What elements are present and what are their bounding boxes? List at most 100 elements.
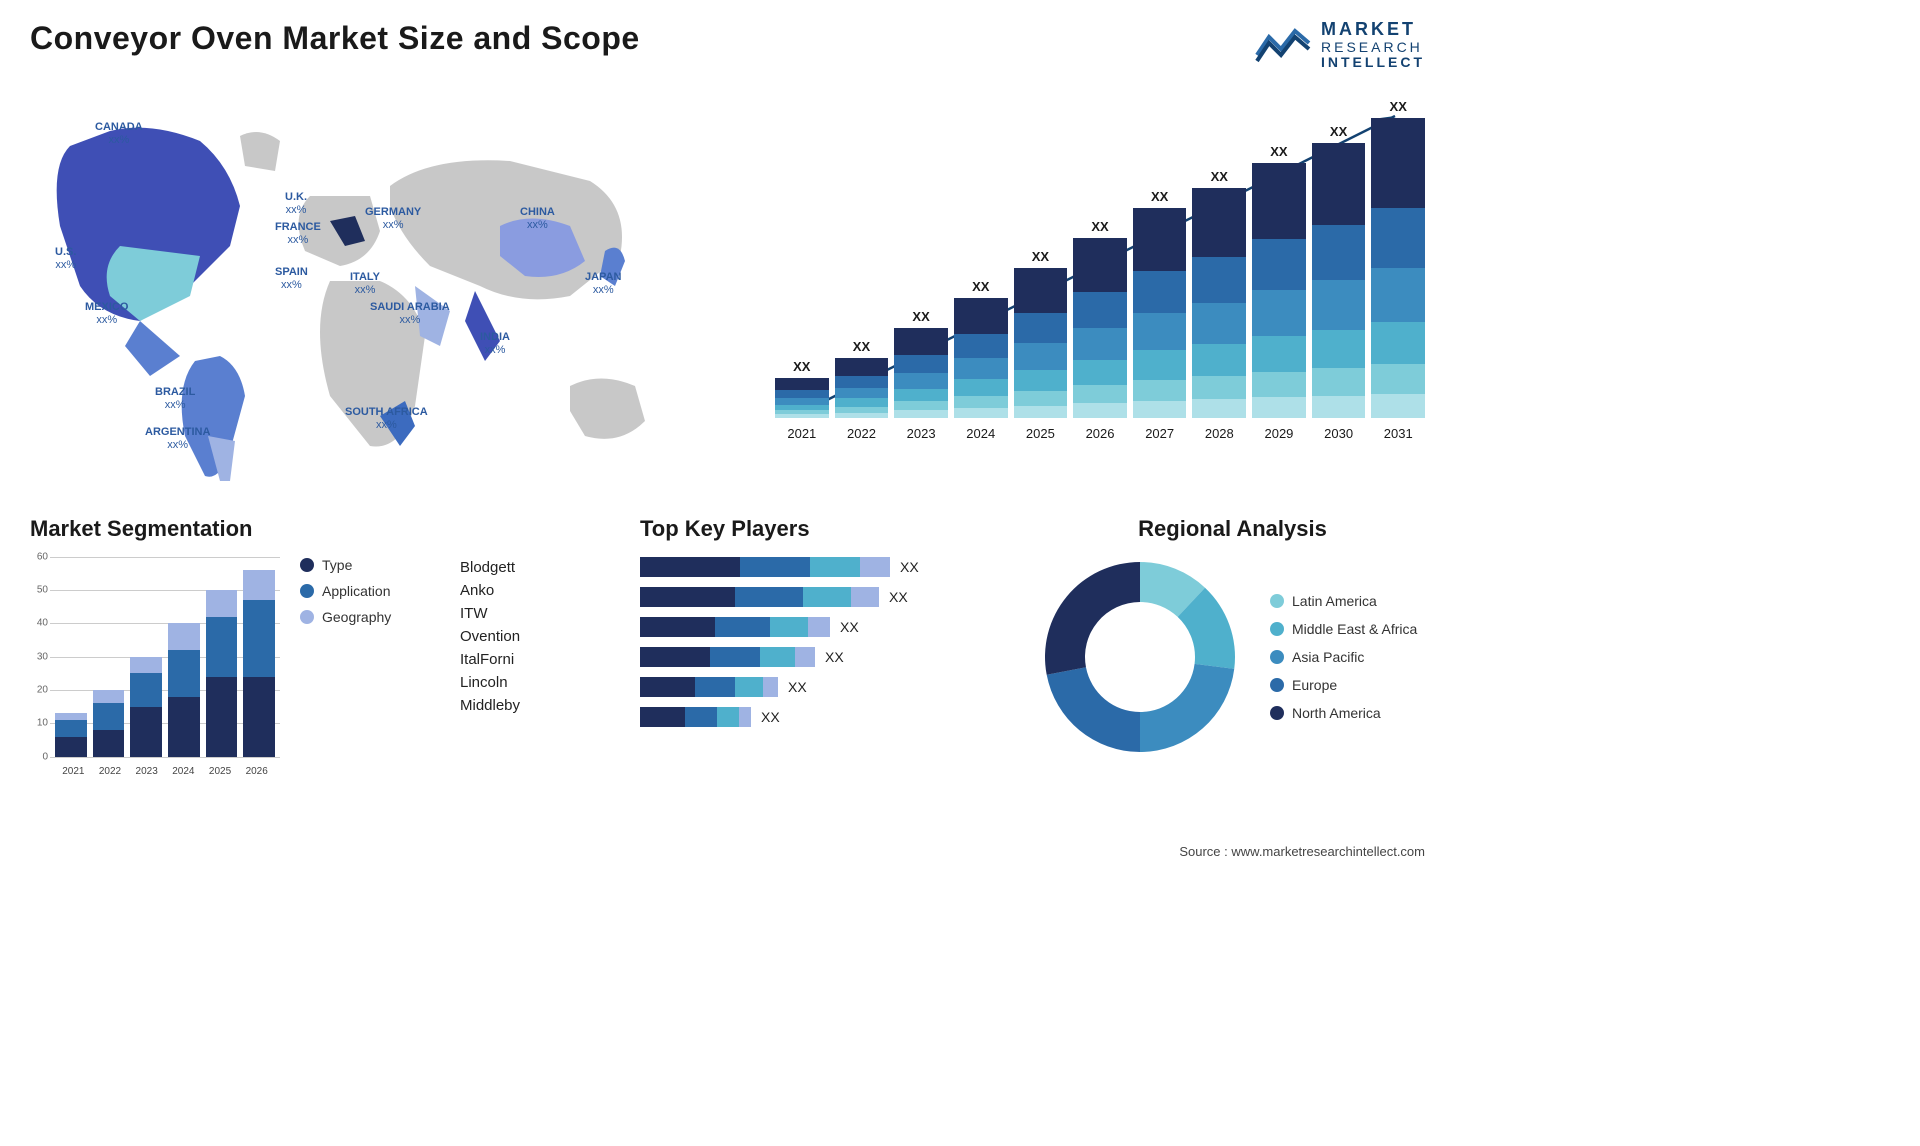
map-label: JAPANxx% [585,271,621,297]
bar-segment [954,334,1008,358]
hbar-row: XX [640,707,960,727]
segmentation-panel: Market Segmentation 0102030405060 202120… [30,516,430,777]
bar-segment [1371,394,1425,418]
regional-panel: Regional Analysis Latin AmericaMiddle Ea… [1040,516,1425,777]
bar-segment [1133,271,1187,313]
bar-value-label: XX [1091,219,1108,234]
bar-segment [1073,360,1127,385]
donut-slice [1140,663,1234,751]
legend-label: Asia Pacific [1292,649,1364,665]
bar-segment [1371,208,1425,268]
bar-column: XX 2030 [1312,124,1366,441]
hbar-segment [640,557,740,577]
bar-segment [1133,313,1187,351]
player-name: Ovention [460,628,610,645]
bar-segment [1252,372,1306,398]
map-label: ARGENTINAxx% [145,426,210,452]
bar-segment [894,328,948,355]
seg-segment [206,677,238,757]
bar-value-label: XX [1330,124,1347,139]
map-label: CANADAxx% [95,121,143,147]
bar-segment [1192,376,1246,399]
legend-item: Application [300,583,391,599]
bar-segment [1014,406,1068,418]
bar-year-label: 2022 [847,426,876,441]
bar-year-label: 2021 [787,426,816,441]
bar-segment [835,358,889,376]
bar-segment [1312,368,1366,396]
seg-segment [243,677,275,757]
bar-segment [1073,292,1127,328]
bar-segment [1133,208,1187,271]
map-label: INDIAxx% [480,331,510,357]
y-tick: 40 [37,618,48,629]
legend-dot [1270,594,1284,608]
bar-segment [1192,344,1246,376]
bar-segment [1014,313,1068,343]
legend-label: Latin America [1292,593,1377,609]
bar-segment [1312,143,1366,226]
bar-year-label: 2030 [1324,426,1353,441]
legend-item: Latin America [1270,593,1417,609]
bar-segment [1192,257,1246,303]
hbar-segment [860,557,890,577]
seg-segment [206,617,238,677]
bar-segment [894,355,948,373]
hbar-segment [770,617,808,637]
bar-segment [1133,401,1187,418]
bar-year-label: 2028 [1205,426,1234,441]
map-label: SPAINxx% [275,266,308,292]
market-size-chart: XX2021XX2022XX2023XX2024XX2025XX2026XX20… [775,86,1425,466]
seg-segment [93,730,125,757]
hbar-segment [808,617,830,637]
bar-column: XX2022 [835,339,889,441]
bar-column: XX2031 [1371,99,1425,441]
bar-segment [1014,343,1068,370]
bar-year-label: 2023 [907,426,936,441]
hbar-segment [640,707,685,727]
bar-segment [1192,188,1246,257]
legend-item: North America [1270,705,1417,721]
page-title: Conveyor Oven Market Size and Scope [30,20,640,57]
y-tick: 50 [37,584,48,595]
seg-year-label: 2023 [128,766,165,777]
y-tick: 60 [37,551,48,562]
hbar-value-label: XX [889,589,908,605]
seg-year-label: 2021 [55,766,92,777]
hbar-value-label: XX [788,679,807,695]
bar-value-label: XX [912,309,929,324]
legend-dot [300,558,314,572]
hbar-segment [760,647,795,667]
key-players-chart: XXXXXXXXXXXX [640,557,960,727]
regional-legend: Latin AmericaMiddle East & AfricaAsia Pa… [1270,593,1417,721]
seg-segment [168,697,200,757]
bar-value-label: XX [972,279,989,294]
bar-segment [835,413,889,418]
bar-segment [1252,397,1306,417]
seg-segment [93,690,125,703]
bar-column: XX2021 [775,359,829,441]
legend-item: Asia Pacific [1270,649,1417,665]
regional-title: Regional Analysis [1040,516,1425,542]
seg-segment [168,650,200,697]
regional-donut [1040,557,1240,757]
bar-segment [1192,399,1246,417]
bar-segment [1371,268,1425,322]
map-label: SOUTH AFRICAxx% [345,406,428,432]
bar-value-label: XX [1270,144,1287,159]
legend-dot [300,584,314,598]
hbar-segment [640,677,695,697]
hbar-segment [717,707,739,727]
bar-value-label: XX [1032,249,1049,264]
y-tick: 30 [37,651,48,662]
bar-year-label: 2029 [1264,426,1293,441]
legend-item: Type [300,557,391,573]
player-name: Blodgett [460,559,610,576]
bar-segment [1312,280,1366,330]
legend-dot [1270,650,1284,664]
bar-segment [1312,330,1366,369]
bar-segment [1073,328,1127,360]
bar-year-label: 2026 [1086,426,1115,441]
bar-value-label: XX [1211,169,1228,184]
bar-segment [1252,336,1306,372]
